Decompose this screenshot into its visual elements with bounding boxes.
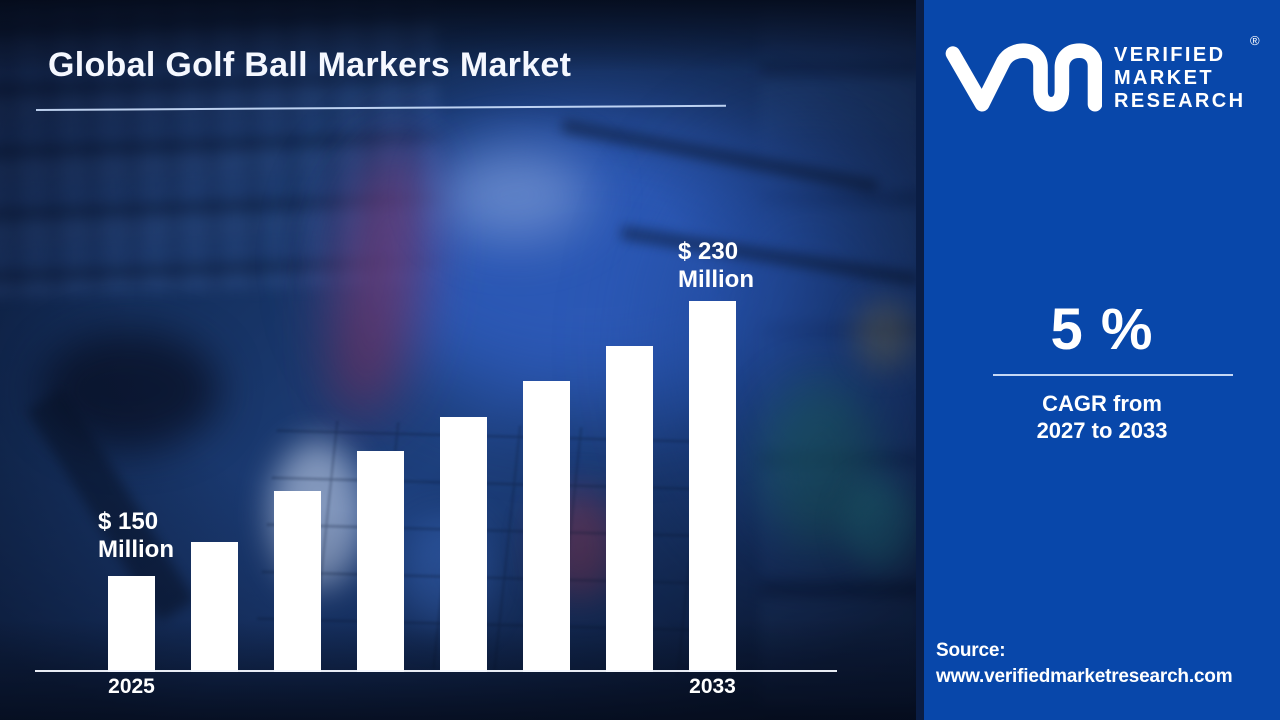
cagr-caption-line2: 2027 to 2033 <box>1036 418 1168 443</box>
source-label: Source: <box>936 640 1006 661</box>
first-bar-value-label: $ 150 Million <box>98 508 174 564</box>
cagr-divider-line <box>993 374 1233 376</box>
brand-panel: VERIFIED MARKET RESEARCH ® 5 % CAGR from… <box>924 0 1280 720</box>
bar-year-6 <box>606 346 653 672</box>
x-tick-2033: 2033 <box>689 675 736 698</box>
bar-year-4 <box>440 417 487 672</box>
cagr-caption: CAGR from 2027 to 2033 <box>948 390 1256 444</box>
vmr-monogram-icon <box>945 43 1102 112</box>
bar-year-1 <box>191 542 238 672</box>
x-tick-2025: 2025 <box>108 675 155 698</box>
bar-year-5 <box>523 381 570 672</box>
cagr-value: 5 % <box>1050 297 1154 362</box>
last-bar-value-label: $ 230 Million <box>678 238 754 294</box>
registered-trademark-icon: ® <box>1250 33 1260 48</box>
first-bar-value-line2: Million <box>98 536 174 563</box>
page-title: Global Golf Ball Markers Market <box>48 46 572 84</box>
bar-2033 <box>689 301 736 672</box>
last-bar-value-line1: $ 230 <box>678 238 739 265</box>
x-axis-line <box>35 670 837 672</box>
photo-background: 2025 2033 $ 150 Million $ 230 Million Glo… <box>0 0 916 720</box>
brand-word-market: MARKET <box>1114 67 1214 89</box>
bar-year-3 <box>357 451 404 672</box>
bar-year-2 <box>274 491 321 672</box>
bar-2025 <box>108 576 155 672</box>
source-block: Source: www.verifiedmarketresearch.com <box>936 638 1233 690</box>
cagr-caption-line1: CAGR from <box>1042 391 1162 416</box>
panel-divider <box>916 0 924 720</box>
source-url: www.verifiedmarketresearch.com <box>936 666 1233 687</box>
brand-wordmark: VERIFIED MARKET RESEARCH <box>1114 44 1245 113</box>
last-bar-value-line2: Million <box>678 266 754 293</box>
first-bar-value-line1: $ 150 <box>98 508 159 535</box>
brand-word-verified: VERIFIED <box>1114 44 1226 66</box>
brand-word-research: RESEARCH <box>1114 90 1246 112</box>
bar-chart: 2025 2033 $ 150 Million $ 230 Million <box>35 238 837 698</box>
